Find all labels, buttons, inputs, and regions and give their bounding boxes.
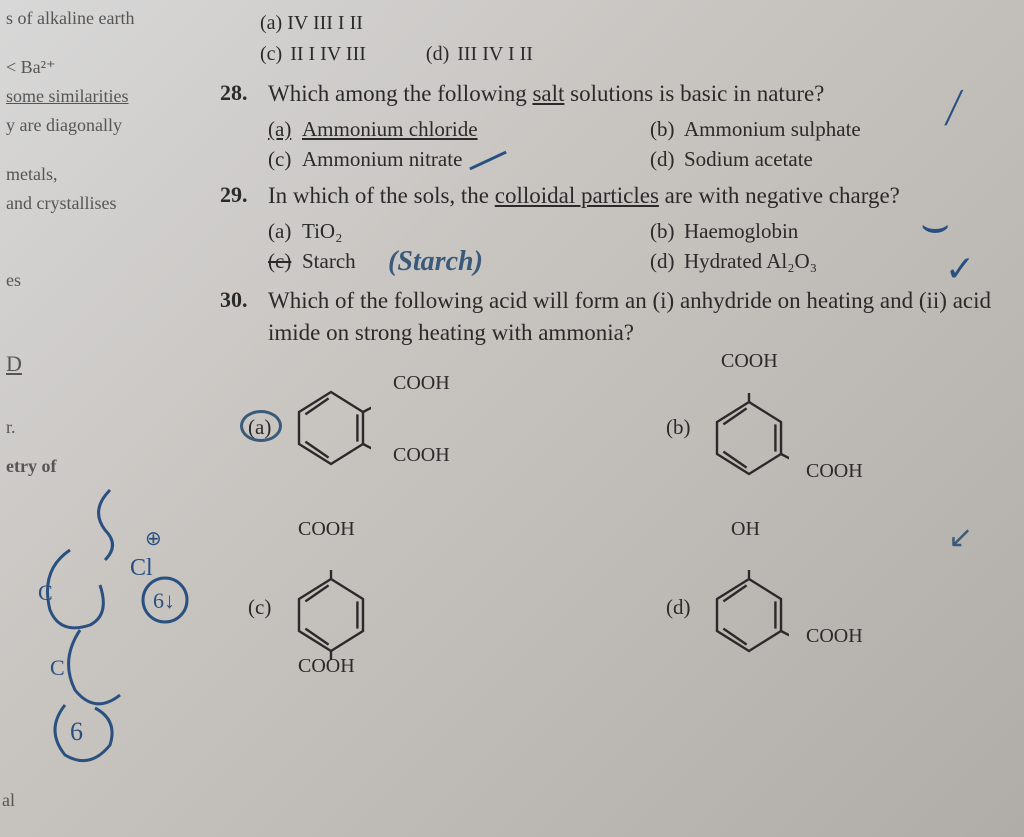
question-number: 28.: [220, 78, 256, 108]
question-text: Which of the following acid will form an…: [268, 285, 1004, 347]
structure-b: (b) COOH COOH: [666, 358, 1004, 498]
benzene-ring-icon: [291, 383, 371, 473]
margin-line: s of alkaline earth: [6, 8, 194, 29]
roman-sequence: II I IV III: [290, 41, 366, 68]
benzene-ring-icon: [291, 570, 371, 660]
option-label: (a): [268, 115, 298, 143]
text-span: Which of the following acid will form an…: [268, 288, 991, 344]
underlined-word: colloidal particles: [495, 183, 659, 208]
pen-circle: [240, 410, 282, 442]
option-c: (c) Starch (Starch): [268, 247, 622, 275]
svg-text:6: 6: [70, 717, 83, 746]
text-span: In which of the sols, the: [268, 183, 495, 208]
margin-al: al: [2, 790, 15, 811]
question-29: 29. In which of the sols, the colloidal …: [220, 180, 1004, 276]
benzene-ring-icon: [709, 393, 789, 483]
svg-text:Cl: Cl: [130, 555, 153, 581]
cooh-label: COOH: [806, 458, 863, 485]
margin-line: y are diagonally: [6, 115, 194, 136]
option-d: (d) Sodium acetate: [650, 145, 1004, 173]
option-label: (b): [650, 217, 680, 245]
text-span: solutions is basic in nature?: [564, 81, 824, 106]
option-text: Hydrated Al₂O₃: [684, 247, 817, 275]
pen-doodle: Cl ⊕ C 6↓ 6 C: [10, 470, 220, 770]
option-label: (b): [666, 413, 701, 441]
roman-sequence: III IV I II: [457, 41, 533, 68]
text-span: are with negative charge?: [659, 183, 900, 208]
options-grid: (a) TiO₂ (b) Haemoglobin (c) Starch (Sta…: [268, 217, 1004, 276]
margin-line: r.: [6, 417, 194, 438]
option-text: Sodium acetate: [684, 145, 813, 173]
roman-sequence: (a) IV III I II: [260, 10, 363, 37]
margin-line: some similarities: [6, 86, 194, 107]
chemical-structures: (a) COOH COOH (b): [248, 358, 1004, 688]
option-label: (a): [268, 217, 298, 245]
margin-line: es: [6, 270, 194, 291]
option-text: Ammonium sulphate: [684, 115, 861, 143]
question-body: In which of the sols, the colloidal part…: [268, 180, 1004, 276]
option-label: (b): [650, 115, 680, 143]
option-text: Ammonium nitrate: [302, 145, 462, 173]
margin-line: D: [6, 351, 194, 377]
svg-text:6↓: 6↓: [153, 588, 175, 613]
main-content: (a) IV III I II (c) II I IV III (d) III …: [220, 10, 1004, 688]
pen-tick-small: ↙: [948, 520, 973, 555]
previous-question-options: (a) IV III I II: [220, 10, 1004, 37]
option-a: (a) Ammonium chloride: [268, 115, 622, 143]
option-label: (c): [268, 145, 298, 173]
cooh-label: COOH: [393, 370, 450, 397]
option-label: (d): [666, 593, 701, 621]
prev-option-d: (d) III IV I II: [426, 41, 533, 68]
cooh-label: COOH: [721, 348, 778, 375]
question-text: In which of the sols, the colloidal part…: [268, 180, 1004, 211]
cooh-label: COOH: [806, 623, 863, 650]
cooh-label: COOH: [298, 653, 355, 680]
oh-label: OH: [731, 516, 760, 543]
option-text: TiO₂: [302, 217, 342, 245]
prev-option-a: (a) IV III I II: [260, 10, 363, 37]
question-28: 28. Which among the following salt solut…: [220, 78, 1004, 174]
benzene-ring-icon: [709, 570, 789, 660]
pen-tick: ✓: [945, 248, 975, 290]
question-body: Which among the following salt solutions…: [268, 78, 1004, 174]
option-label: (c): [260, 41, 282, 68]
prev-option-c: (c) II I IV III: [260, 41, 366, 68]
svg-text:C: C: [50, 655, 65, 680]
question-number: 29.: [220, 180, 256, 210]
option-b: (b) Haemoglobin: [650, 217, 1004, 245]
pen-circle-mark: ⌣: [920, 198, 950, 253]
structure-c: (c) COOH COOH: [248, 528, 586, 688]
structure-a: (a) COOH COOH: [248, 358, 586, 498]
option-a: (a) TiO₂: [268, 217, 622, 245]
option-label: (c): [248, 593, 283, 621]
text-span: Which among the following: [268, 81, 532, 106]
pen-slash: [469, 151, 507, 171]
option-label: (d): [650, 247, 680, 275]
question-number: 30.: [220, 285, 256, 315]
question-text: Which among the following salt solutions…: [268, 78, 1004, 109]
cooh-label: COOH: [393, 442, 450, 469]
option-text: Haemoglobin: [684, 217, 798, 245]
cooh-label: COOH: [298, 516, 355, 543]
option-label: (c): [268, 247, 298, 275]
margin-line: metals,: [6, 164, 194, 185]
question-30: 30. Which of the following acid will for…: [220, 285, 1004, 687]
option-text: Starch: [302, 247, 356, 275]
option-c: (c) Ammonium nitrate: [268, 145, 622, 173]
margin-line: < Ba²⁺: [6, 57, 194, 78]
svg-text:⊕: ⊕: [145, 528, 162, 550]
svg-text:C: C: [38, 580, 53, 605]
option-label: (d): [650, 145, 680, 173]
question-body: Which of the following acid will form an…: [268, 285, 1004, 687]
handwritten-note: (Starch): [388, 243, 483, 281]
options-grid: (a) Ammonium chloride (b) Ammonium sulph…: [268, 115, 1004, 174]
option-text: Ammonium chloride: [302, 115, 478, 143]
underlined-word: salt: [532, 81, 564, 106]
option-label: (d): [426, 41, 449, 68]
previous-question-options-row2: (c) II I IV III (d) III IV I II: [220, 41, 1004, 68]
margin-line: and crystallises: [6, 193, 194, 214]
